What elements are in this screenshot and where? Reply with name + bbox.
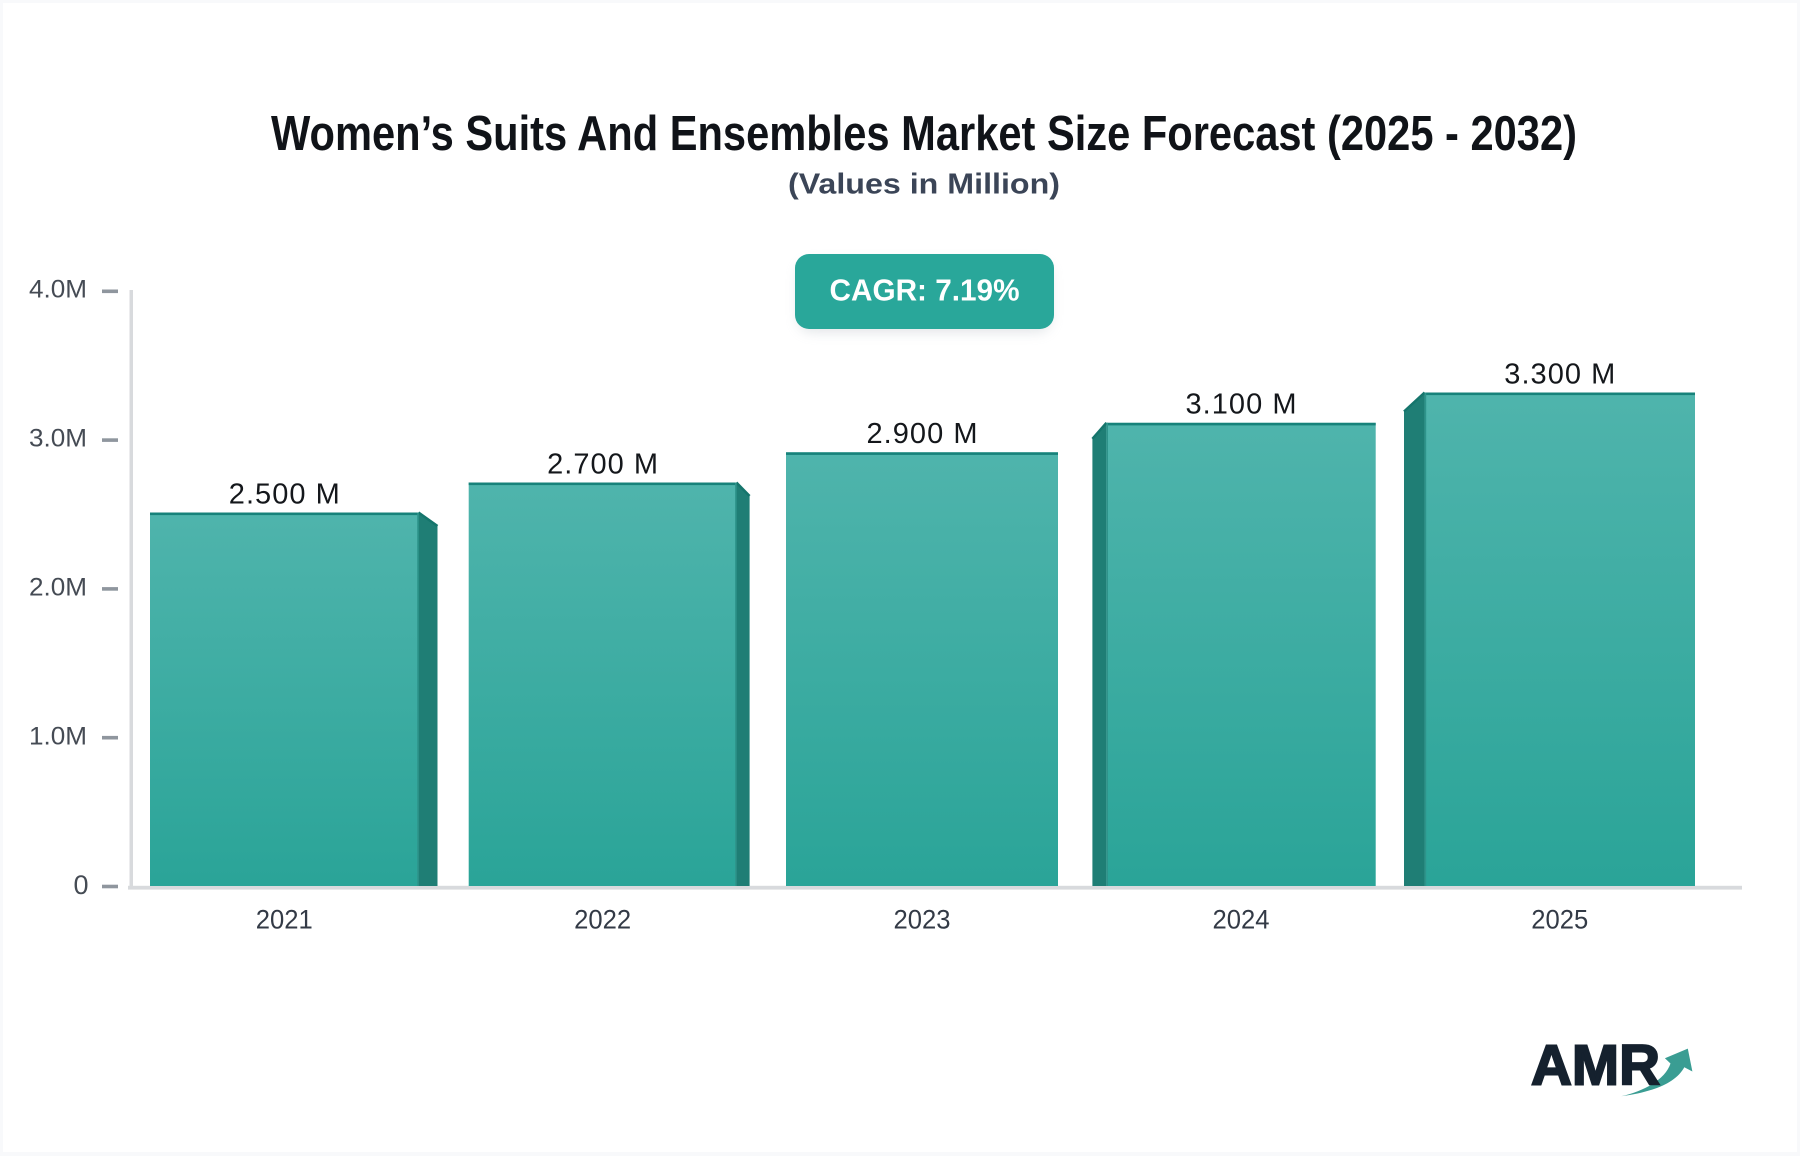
svg-text:CAGR: 7.19%: CAGR: 7.19% bbox=[830, 273, 1020, 308]
svg-text:(Values in Million): (Values in Million) bbox=[788, 169, 1060, 201]
svg-text:2025: 2025 bbox=[1531, 904, 1588, 934]
svg-text:AMR: AMR bbox=[1531, 1034, 1660, 1098]
svg-text:2022: 2022 bbox=[574, 904, 631, 934]
svg-text:1.0M: 1.0M bbox=[29, 723, 87, 751]
svg-text:0: 0 bbox=[73, 870, 88, 900]
svg-text:2.0M: 2.0M bbox=[29, 574, 87, 602]
svg-text:4.0M: 4.0M bbox=[29, 276, 87, 304]
svg-text:2024: 2024 bbox=[1213, 904, 1270, 934]
svg-text:2023: 2023 bbox=[894, 904, 951, 934]
svg-text:3.100 M: 3.100 M bbox=[1186, 389, 1297, 421]
svg-text:3.0M: 3.0M bbox=[29, 425, 87, 453]
svg-text:2.500 M: 2.500 M bbox=[229, 478, 340, 510]
svg-text:2021: 2021 bbox=[256, 904, 313, 934]
svg-text:Women’s Suits And Ensembles Ma: Women’s Suits And Ensembles Market Size … bbox=[271, 107, 1577, 161]
svg-text:2.900 M: 2.900 M bbox=[867, 418, 978, 450]
svg-text:3.300 M: 3.300 M bbox=[1504, 358, 1615, 390]
svg-text:2.700 M: 2.700 M bbox=[547, 448, 658, 480]
